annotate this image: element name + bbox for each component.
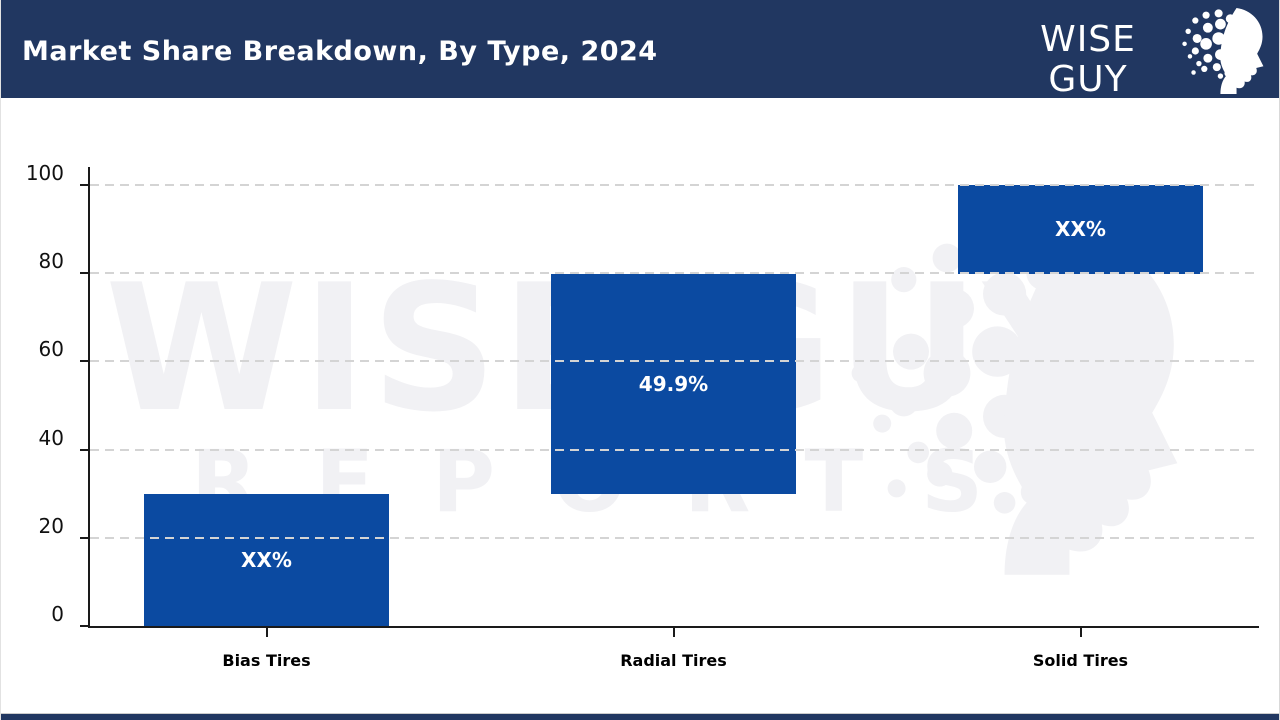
plot-area: 0 20 40 60 80 100 XX% Bias Tires 49.9% Radial Tir…	[26, 161, 1259, 670]
gridline-y-100	[90, 184, 1259, 186]
bar-value-label: 49.9%	[638, 371, 709, 396]
logo-head-icon	[1182, 8, 1264, 94]
bar-value-label: XX%	[241, 547, 292, 572]
x-tick-label-radial-tires: Radial Tires	[620, 651, 727, 670]
header-bar: Market Share Breakdown, By Type, 2024 WI…	[1, 0, 1279, 117]
y-tick-label: 80	[38, 249, 64, 274]
page-title: Market Share Breakdown, By Type, 2024	[22, 36, 658, 67]
gridline-y-60	[90, 360, 1259, 363]
gridline-y-40	[90, 448, 1259, 451]
gridline-y-80	[90, 272, 1259, 275]
bar-value-label: XX%	[1055, 217, 1106, 242]
y-tick-mark	[80, 625, 88, 627]
y-tick-label: 60	[38, 337, 64, 362]
y-tick-label: 20	[38, 513, 64, 538]
bar-bias-tires	[144, 493, 389, 626]
bottom-divider-line	[1, 713, 1279, 714]
bar-radial-tires	[551, 273, 796, 494]
y-tick-label: 0	[51, 602, 64, 626]
logo: WISE GUY REPORTS	[999, 6, 1269, 117]
gridline-y-20	[90, 536, 1259, 539]
y-tick-label: 100	[25, 161, 64, 185]
y-tick-mark	[80, 448, 88, 451]
y-tick-mark	[80, 272, 88, 275]
logo-text: WISE GUY REPORTS	[999, 19, 1177, 118]
x-tick-mark	[1079, 628, 1082, 637]
x-tick-label-solid-tires: Solid Tires	[1032, 651, 1129, 670]
y-tick-mark	[80, 184, 88, 186]
x-tick-mark	[672, 628, 675, 637]
x-tick-label-bias-tires: Bias Tires	[222, 651, 311, 670]
footer-bar	[1, 714, 1279, 720]
y-tick-label: 40	[38, 425, 64, 450]
y-tick-mark	[80, 360, 88, 363]
logo-wordmark: WISE GUY	[1040, 19, 1136, 100]
x-tick-mark	[265, 628, 268, 637]
y-tick-mark	[80, 536, 88, 539]
logo-reports-text: REPORTS	[1027, 101, 1155, 118]
